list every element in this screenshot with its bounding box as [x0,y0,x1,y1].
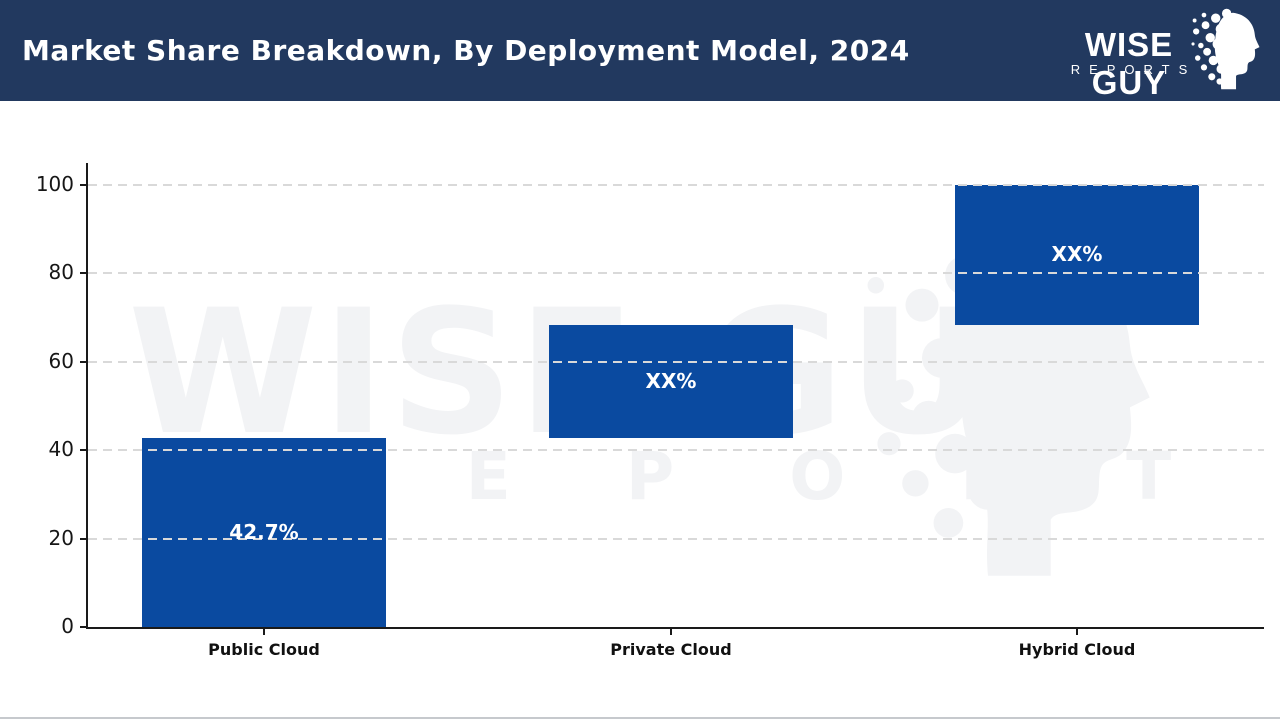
logo-subtext: REPORTS [1070,62,1197,77]
y-tick-label: 40 [48,437,74,462]
y-tick-label: 20 [48,525,74,550]
bar-public-cloud [142,438,386,627]
y-tick-mark [80,537,88,540]
y-tick-mark [80,360,88,363]
y-tick-label: 100 [35,172,74,196]
gridline-y60 [88,360,1264,363]
y-tick-label: 60 [48,348,74,373]
y-tick-mark [80,184,88,186]
x-tick-mark [263,627,265,635]
bar-value-label: XX% [1051,242,1103,267]
gridline-y20 [88,537,1264,540]
header-banner: Market Share Breakdown, By Deployment Mo… [0,0,1280,101]
gridline-y100 [88,184,1264,186]
y-tick-label: 0 [61,614,74,638]
bar-value-label: XX% [645,368,697,393]
gridline-y40 [88,449,1264,452]
x-category-label-2: Private Cloud [610,640,732,659]
x-category-label-3: Hybrid Cloud [1018,640,1136,659]
bar-private-cloud [549,325,793,439]
x-axis-spine [86,627,1264,629]
y-tick-label: 80 [48,260,74,285]
gridline-y80 [88,272,1264,275]
logo-head-icon [1191,8,1260,90]
footer-divider [0,717,1280,719]
x-tick-mark [1076,627,1078,635]
wise-guy-reports-logo: WISE GUY REPORTS [1020,4,1270,101]
y-tick-mark [80,626,88,628]
y-tick-mark [80,449,88,452]
logo-wordmark: WISE GUY [1084,26,1174,101]
x-tick-mark [670,627,672,635]
x-category-label-1: Public Cloud [208,640,320,659]
y-tick-mark [80,272,88,275]
chart-title: Market Share Breakdown, By Deployment Mo… [22,34,910,67]
bar-hybrid-cloud [955,185,1199,326]
bar-value-label: 42.7% [229,519,299,544]
y-axis-spine [86,163,88,629]
watermark-head-icon [867,252,1150,576]
